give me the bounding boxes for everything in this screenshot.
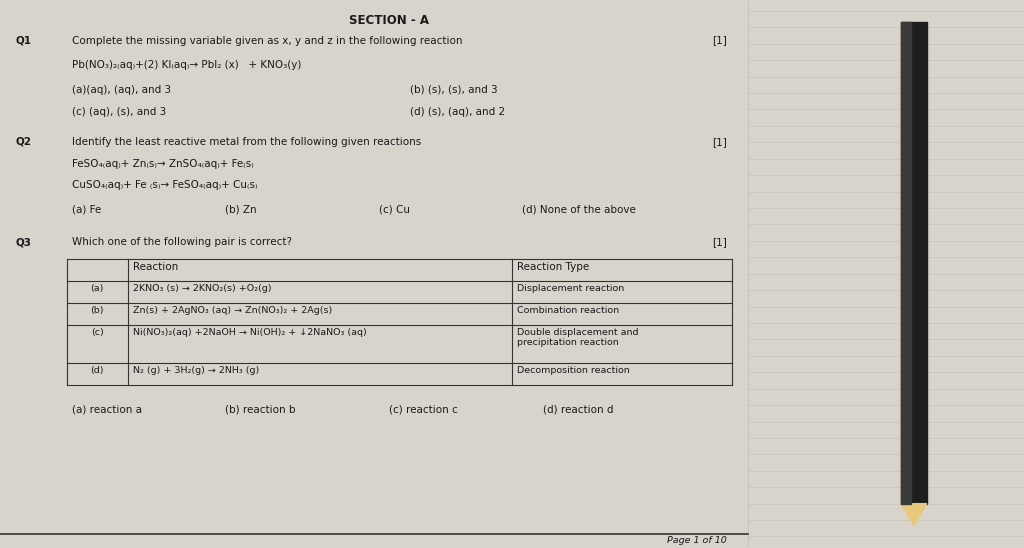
Text: (c) reaction c: (c) reaction c	[389, 404, 458, 414]
Text: (d) reaction d: (d) reaction d	[543, 404, 613, 414]
Text: (d) (s), (aq), and 2: (d) (s), (aq), and 2	[410, 107, 505, 117]
Text: Page 1 of 10: Page 1 of 10	[668, 536, 727, 545]
Text: (b) (s), (s), and 3: (b) (s), (s), and 3	[410, 85, 498, 95]
Text: Displacement reaction: Displacement reaction	[517, 284, 625, 293]
Text: Pb(NO₃)₂₍aq₎+(2) KI₍aq₎→ PbI₂ (x)   + KNO₃(y): Pb(NO₃)₂₍aq₎+(2) KI₍aq₎→ PbI₂ (x) + KNO₃…	[72, 60, 301, 70]
Text: (b): (b)	[90, 306, 104, 315]
Text: (d) None of the above: (d) None of the above	[522, 204, 636, 214]
Text: Zn(s) + 2AgNO₃ (aq) → Zn(NO₃)₂ + 2Ag(s): Zn(s) + 2AgNO₃ (aq) → Zn(NO₃)₂ + 2Ag(s)	[133, 306, 333, 315]
Text: CuSO₄₍aq₎+ Fe ₍s₎→ FeSO₄₍aq₎+ Cu₍s₎: CuSO₄₍aq₎+ Fe ₍s₎→ FeSO₄₍aq₎+ Cu₍s₎	[72, 180, 257, 190]
Text: Decomposition reaction: Decomposition reaction	[517, 366, 630, 375]
Text: [1]: [1]	[712, 36, 727, 45]
Text: Q3: Q3	[15, 237, 32, 247]
Text: Ni(NO₃)₂(aq) +2NaOH → Ni(OH)₂ + ↓2NaNO₃ (aq): Ni(NO₃)₂(aq) +2NaOH → Ni(OH)₂ + ↓2NaNO₃ …	[133, 328, 367, 337]
Text: (d): (d)	[90, 366, 104, 375]
Polygon shape	[901, 504, 927, 526]
Text: (b) reaction b: (b) reaction b	[225, 404, 296, 414]
Text: (c) Cu: (c) Cu	[379, 204, 410, 214]
Text: (a) Fe: (a) Fe	[72, 204, 101, 214]
Text: FeSO₄₍aq₎+ Zn₍s₎→ ZnSO₄₍aq₎+ Fe₍s₎: FeSO₄₍aq₎+ Zn₍s₎→ ZnSO₄₍aq₎+ Fe₍s₎	[72, 159, 253, 169]
Text: Complete the missing variable given as x, y and z in the following reaction: Complete the missing variable given as x…	[72, 36, 462, 45]
Text: Q2: Q2	[15, 137, 32, 147]
Text: Combination reaction: Combination reaction	[517, 306, 620, 315]
Text: (b) Zn: (b) Zn	[225, 204, 257, 214]
Text: (a)(aq), (aq), and 3: (a)(aq), (aq), and 3	[72, 85, 171, 95]
Polygon shape	[901, 22, 927, 504]
Text: Double displacement and
precipitation reaction: Double displacement and precipitation re…	[517, 328, 639, 347]
Text: (a): (a)	[90, 284, 104, 293]
Text: [1]: [1]	[712, 137, 727, 147]
Polygon shape	[901, 22, 911, 504]
Text: Identify the least reactive metal from the following given reactions: Identify the least reactive metal from t…	[72, 137, 421, 147]
Text: (c) (aq), (s), and 3: (c) (aq), (s), and 3	[72, 107, 166, 117]
Text: 2KNO₃ (s) → 2KNO₂(s) +O₂(g): 2KNO₃ (s) → 2KNO₂(s) +O₂(g)	[133, 284, 271, 293]
Text: Which one of the following pair is correct?: Which one of the following pair is corre…	[72, 237, 292, 247]
Text: Reaction: Reaction	[133, 262, 178, 272]
Text: Reaction Type: Reaction Type	[517, 262, 590, 272]
Text: (a) reaction a: (a) reaction a	[72, 404, 141, 414]
Text: [1]: [1]	[712, 237, 727, 247]
Text: SECTION - A: SECTION - A	[349, 14, 429, 27]
Text: Q1: Q1	[15, 36, 32, 45]
Text: (c): (c)	[91, 328, 103, 337]
Text: N₂ (g) + 3H₂(g) → 2NH₃ (g): N₂ (g) + 3H₂(g) → 2NH₃ (g)	[133, 366, 259, 375]
